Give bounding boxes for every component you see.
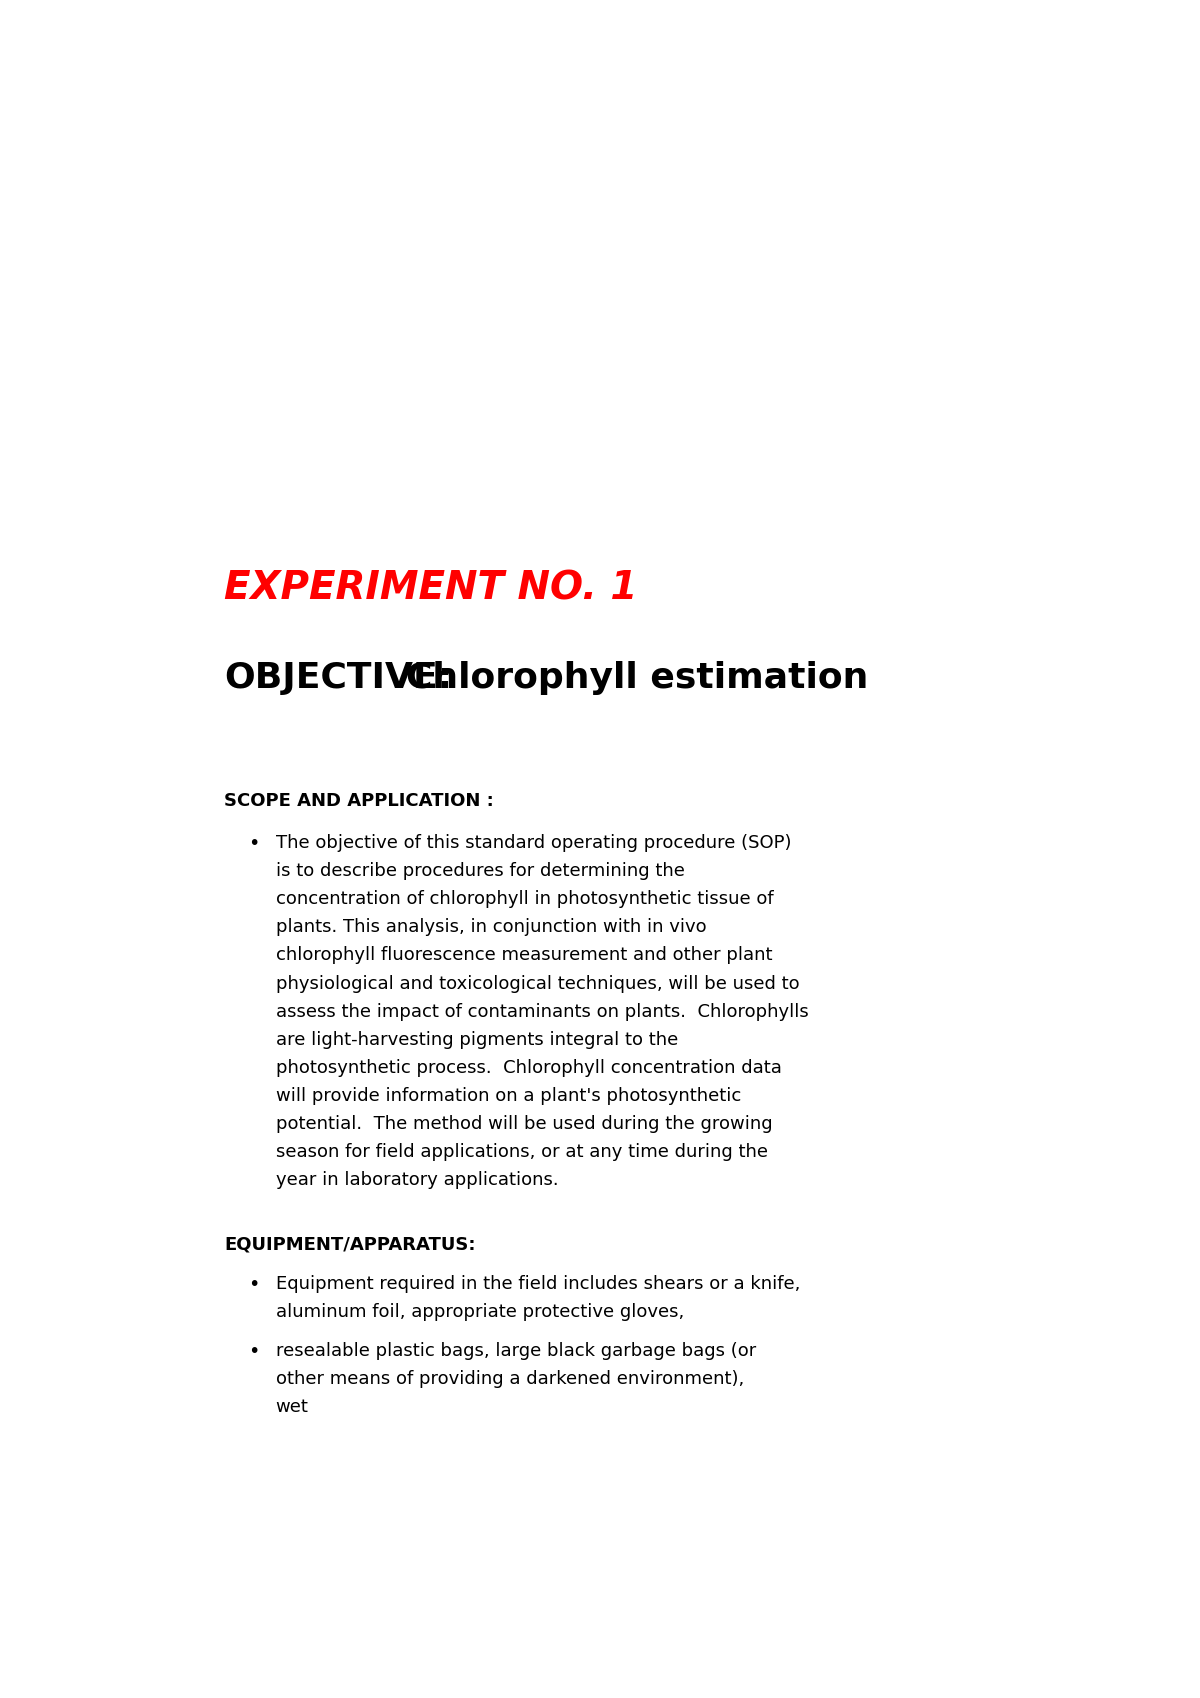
Text: OBJECTIVE:: OBJECTIVE: [224, 662, 452, 696]
Text: SCOPE AND APPLICATION :: SCOPE AND APPLICATION : [224, 793, 494, 810]
Text: The objective of this standard operating procedure (SOP): The objective of this standard operating… [276, 834, 791, 852]
Text: resealable plastic bags, large black garbage bags (or: resealable plastic bags, large black gar… [276, 1341, 756, 1360]
Text: photosynthetic process.  Chlorophyll concentration data: photosynthetic process. Chlorophyll conc… [276, 1060, 781, 1077]
Text: season for field applications, or at any time during the: season for field applications, or at any… [276, 1143, 768, 1161]
Text: Equipment required in the field includes shears or a knife,: Equipment required in the field includes… [276, 1275, 800, 1294]
Text: aluminum foil, appropriate protective gloves,: aluminum foil, appropriate protective gl… [276, 1304, 684, 1321]
Text: •: • [247, 834, 259, 852]
Text: EQUIPMENT/APPARATUS:: EQUIPMENT/APPARATUS: [224, 1236, 476, 1255]
Text: is to describe procedures for determining the: is to describe procedures for determinin… [276, 863, 684, 880]
Text: •: • [247, 1341, 259, 1360]
Text: wet: wet [276, 1397, 308, 1416]
Text: concentration of chlorophyll in photosynthetic tissue of: concentration of chlorophyll in photosyn… [276, 890, 773, 908]
Text: EXPERIMENT NO. 1: EXPERIMENT NO. 1 [224, 571, 637, 608]
Text: are light-harvesting pigments integral to the: are light-harvesting pigments integral t… [276, 1031, 678, 1049]
Text: will provide information on a plant's photosynthetic: will provide information on a plant's ph… [276, 1087, 740, 1105]
Text: potential.  The method will be used during the growing: potential. The method will be used durin… [276, 1116, 772, 1133]
Text: physiological and toxicological techniques, will be used to: physiological and toxicological techniqu… [276, 975, 799, 993]
Text: other means of providing a darkened environment),: other means of providing a darkened envi… [276, 1370, 744, 1387]
Text: chlorophyll fluorescence measurement and other plant: chlorophyll fluorescence measurement and… [276, 946, 772, 964]
Text: assess the impact of contaminants on plants.  Chlorophylls: assess the impact of contaminants on pla… [276, 1002, 809, 1020]
Text: Chlorophyll estimation: Chlorophyll estimation [406, 662, 868, 696]
Text: year in laboratory applications.: year in laboratory applications. [276, 1172, 558, 1189]
Text: plants. This analysis, in conjunction with in vivo: plants. This analysis, in conjunction wi… [276, 919, 706, 936]
Text: •: • [247, 1275, 259, 1294]
